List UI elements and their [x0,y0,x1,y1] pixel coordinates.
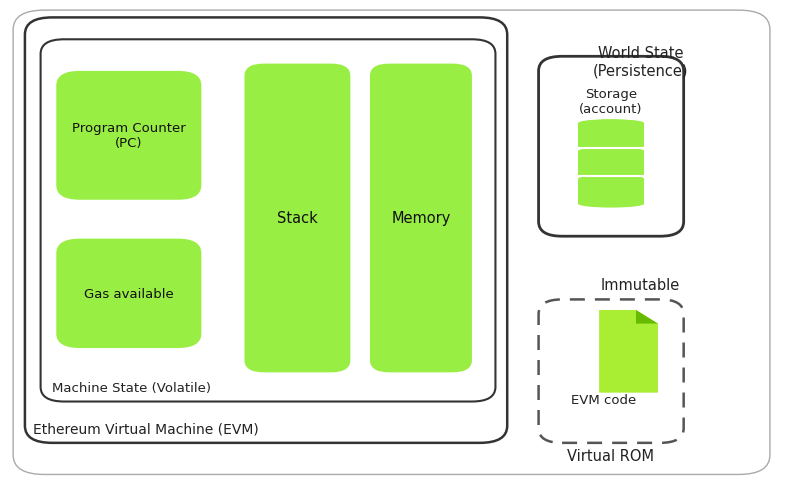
Ellipse shape [578,201,644,208]
Polygon shape [599,310,658,393]
Text: Program Counter
(PC): Program Counter (PC) [72,122,186,150]
Text: Ethereum Virtual Machine (EVM): Ethereum Virtual Machine (EVM) [33,422,258,436]
Ellipse shape [578,120,644,127]
Ellipse shape [578,176,644,183]
Text: EVM code: EVM code [571,393,637,407]
FancyBboxPatch shape [538,57,684,237]
FancyBboxPatch shape [538,300,684,443]
Text: Machine State (Volatile): Machine State (Volatile) [53,382,212,394]
FancyBboxPatch shape [578,124,644,149]
FancyBboxPatch shape [41,40,496,402]
FancyBboxPatch shape [578,151,644,177]
Ellipse shape [578,148,644,155]
Text: Memory: Memory [391,211,451,226]
Ellipse shape [578,120,644,127]
Text: Stack: Stack [277,211,318,226]
FancyBboxPatch shape [25,19,507,443]
Polygon shape [636,310,658,324]
Text: Virtual ROM: Virtual ROM [567,447,654,463]
Text: Gas available: Gas available [84,287,174,300]
FancyBboxPatch shape [578,179,644,204]
FancyBboxPatch shape [57,72,201,201]
FancyBboxPatch shape [57,239,201,348]
FancyBboxPatch shape [13,11,770,474]
FancyBboxPatch shape [370,64,472,372]
Text: Storage
(account): Storage (account) [579,88,643,116]
FancyBboxPatch shape [245,64,350,372]
Text: Immutable: Immutable [601,278,680,293]
Text: World State
(Persistence): World State (Persistence) [593,46,689,78]
